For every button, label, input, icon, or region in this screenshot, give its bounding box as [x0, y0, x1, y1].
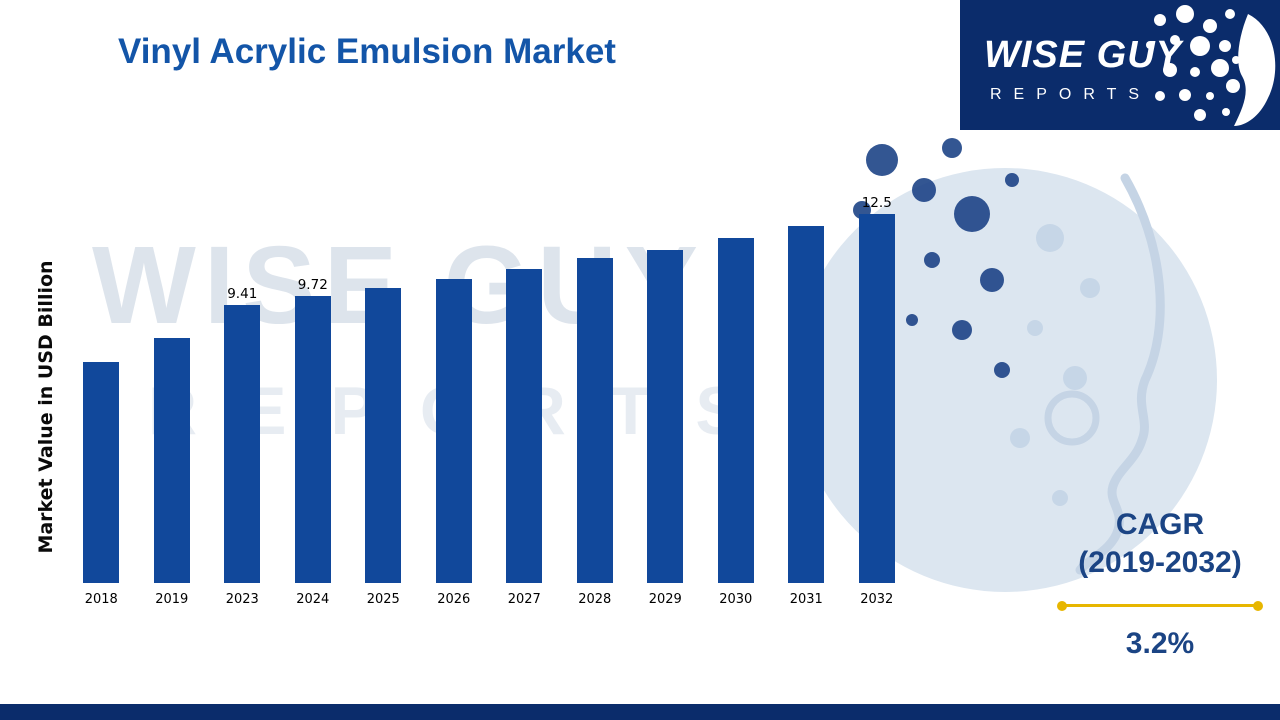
bar — [435, 279, 472, 583]
x-tick-label: 2018 — [84, 592, 118, 607]
x-axis: 2018 2019 2023 2024 2025 2026 2027 2028 2029 2030… — [66, 592, 912, 607]
bar — [83, 362, 120, 583]
bar-group: 9.41 — [207, 190, 278, 583]
x-tick-label: 2027 — [507, 592, 541, 607]
bar — [717, 238, 754, 583]
bar — [788, 226, 825, 583]
x-tick-label: 2032 — [860, 592, 894, 607]
bar — [294, 296, 331, 583]
bar-group — [348, 190, 419, 583]
bar — [576, 258, 613, 583]
cagr-value: 3.2% — [1125, 627, 1195, 660]
bar — [858, 214, 895, 583]
wise-guy-reports-logo: WISE GUY REPORTS — [960, 0, 1280, 130]
logo-face-dots-icon — [1146, 5, 1276, 126]
y-axis-label: Market Value in USD Billion — [35, 260, 57, 554]
x-tick-label: 2030 — [719, 592, 753, 607]
bar-group — [489, 190, 560, 583]
bar-value-label: 9.72 — [297, 277, 328, 293]
bar — [153, 338, 190, 583]
x-tick-label: 2026 — [437, 592, 471, 607]
bar-group — [630, 190, 701, 583]
cagr-block: CAGR (2019-2032) 3.2% — [1040, 508, 1280, 661]
logo-wordmark: WISE GUY — [984, 34, 1183, 76]
bar-group — [560, 190, 631, 583]
bottom-accent-bar — [0, 704, 1280, 720]
bar-group — [66, 190, 137, 583]
page-title: Vinyl Acrylic Emulsion Market — [118, 32, 616, 71]
x-tick-label: 2031 — [789, 592, 823, 607]
bar — [506, 269, 543, 583]
x-tick-label: 2029 — [648, 592, 682, 607]
x-tick-label: 2025 — [366, 592, 400, 607]
bar-group: 9.72 — [278, 190, 349, 583]
logo-subtitle: REPORTS — [990, 86, 1152, 103]
bar-group: 12.5 — [842, 190, 913, 583]
bar-group — [419, 190, 490, 583]
bar-group — [771, 190, 842, 583]
bar-value-label: 9.41 — [227, 286, 258, 302]
bar-series: 9.41 9.72 12.5 — [66, 190, 912, 583]
bar — [224, 305, 261, 583]
x-tick-label: 2028 — [578, 592, 612, 607]
x-tick-label: 2024 — [296, 592, 330, 607]
cagr-range: (2019-2032) — [1078, 546, 1242, 579]
x-tick-label: 2019 — [155, 592, 189, 607]
cagr-label: CAGR — [1115, 508, 1205, 541]
x-tick-label: 2023 — [225, 592, 259, 607]
bar — [647, 250, 684, 583]
bar-group — [701, 190, 772, 583]
bar-group — [137, 190, 208, 583]
bar — [365, 288, 402, 583]
cagr-accent-line — [1057, 600, 1263, 611]
bar-value-label: 12.5 — [861, 195, 892, 211]
